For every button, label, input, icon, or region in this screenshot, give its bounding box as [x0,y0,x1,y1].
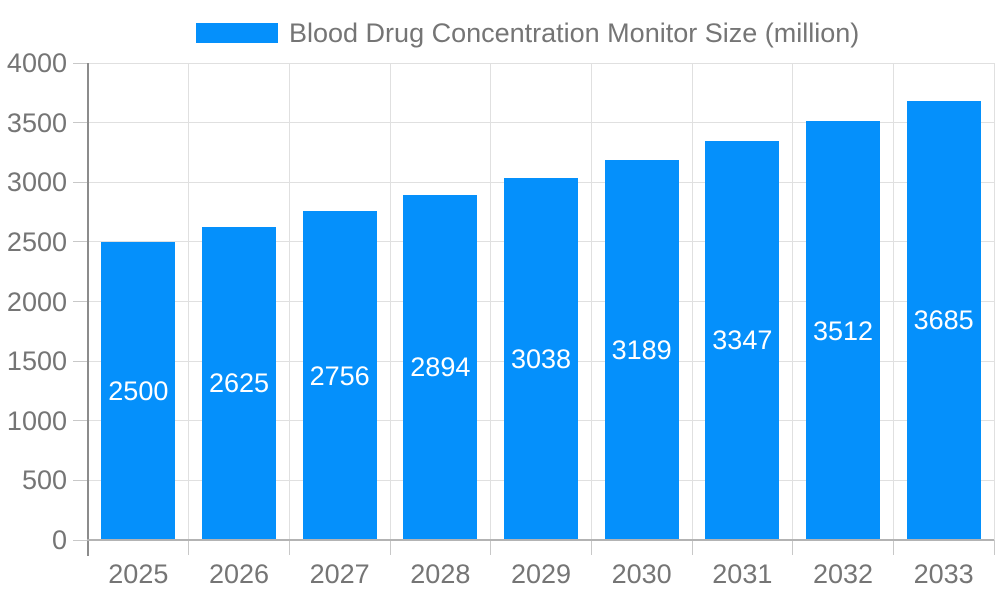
bar-value-label: 3038 [510,343,572,374]
bar: 2500 [101,241,176,540]
bar: 2756 [302,211,377,540]
y-tick-label: 1500 [6,346,67,377]
y-axis-tick [73,420,88,422]
x-axis-tick [188,540,190,555]
x-tick-label: 2025 [108,559,169,589]
x-tick-label: 2027 [309,559,370,589]
bar: 2625 [202,226,276,540]
bar-value-label: 2500 [108,375,169,406]
legend[interactable]: Blood Drug Concentration Monitor Size (m… [196,13,859,53]
legend-swatch [196,23,278,43]
x-axis-tick [691,540,693,555]
y-axis-tick [73,181,88,183]
bar: 3038 [504,177,578,540]
x-axis-tick [490,540,492,555]
y-axis-tick [73,62,88,64]
bar-value-label: 3685 [913,305,974,336]
gridline-vertical [590,63,592,540]
bar-value-label: 2625 [208,368,270,399]
gridline-vertical [389,63,391,540]
bar-value-label: 2894 [410,352,471,383]
x-tick-label: 2032 [812,559,874,589]
bar: 3512 [806,121,880,540]
gridline-vertical [993,63,995,540]
x-axis-tick [792,540,794,555]
y-tick-label: 3000 [6,167,67,198]
gridline-horizontal [88,122,994,124]
y-axis-line [87,63,89,556]
x-axis-tick [288,540,290,555]
x-tick-label: 2029 [510,559,572,589]
bar-value-label: 3189 [611,334,672,365]
y-axis-tick [73,479,88,481]
y-tick-label: 3500 [6,107,67,138]
legend-label: Blood Drug Concentration Monitor Size (m… [289,17,860,48]
y-axis-tick [73,539,88,541]
x-axis-tick [389,540,391,555]
bar-value-label: 2756 [309,360,370,391]
x-axis-tick [993,540,995,555]
bar: 2894 [403,194,478,540]
y-axis-tick [73,360,88,362]
bar-value-label: 3347 [712,325,773,356]
bar: 3189 [604,159,679,540]
y-axis-tick [73,122,88,124]
gridline-vertical [691,63,693,540]
bar: 3347 [705,140,780,540]
x-tick-label: 2030 [611,559,672,589]
y-tick-label: 0 [51,525,67,555]
y-axis-tick [73,241,88,243]
y-tick-label: 2000 [6,286,67,317]
bar: 3685 [906,100,981,540]
y-tick-label: 2500 [6,226,67,257]
y-axis-tick [73,301,88,302]
x-tick-label: 2031 [712,559,773,589]
x-tick-label: 2028 [410,559,471,589]
gridline-horizontal [88,62,994,64]
x-tick-label: 2026 [208,559,270,589]
gridline-vertical [188,63,190,540]
x-axis-tick [892,540,894,555]
x-axis-tick [590,540,592,555]
y-tick-label: 4000 [6,48,67,78]
plot-area: 2500 2625 2756 2894 3038 3189 3347 3512 3685 [73,62,995,556]
y-tick-label: 500 [21,465,67,496]
x-tick-label: 2033 [913,559,974,589]
gridline-vertical [792,63,794,540]
y-tick-label: 1000 [6,405,67,436]
gridline-vertical [892,63,894,540]
x-axis-line [87,539,994,541]
bar-value-label: 3512 [812,315,874,346]
gridline-vertical [288,63,290,540]
gridline-vertical [490,63,492,540]
